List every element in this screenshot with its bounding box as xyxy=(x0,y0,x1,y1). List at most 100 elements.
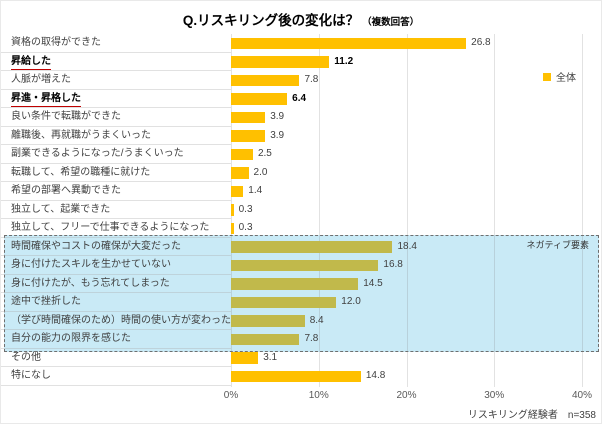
chart-row: 昇給した 11.2 xyxy=(1,53,585,72)
value-label: 1.4 xyxy=(248,185,263,196)
bar-cell: 7.8 xyxy=(231,330,585,349)
bar-cell: 3.9 xyxy=(231,108,585,127)
bar-cell: 6.4 xyxy=(231,90,585,109)
x-tick-label: 40% xyxy=(571,390,593,401)
category-label: 昇進・昇格した xyxy=(1,90,231,108)
bar-cell: 1.4 xyxy=(231,182,585,201)
category-label: 身に付けたスキルを生かせていない xyxy=(1,256,231,275)
value-label: 14.8 xyxy=(365,370,386,381)
gridline xyxy=(494,34,496,387)
category-label: 独立して、起業できた xyxy=(1,201,231,219)
negative-section-label: ネガティブ要素 xyxy=(526,240,589,250)
bar-cell: 7.8 xyxy=(231,71,585,90)
gridline xyxy=(582,34,583,387)
value-label: 6.4 xyxy=(292,92,307,104)
chart-row: 昇進・昇格した 6.4 xyxy=(1,90,585,109)
bar xyxy=(231,204,234,216)
bar-negative xyxy=(231,259,379,271)
value-label: 16.8 xyxy=(383,259,403,270)
negative-highlight-box xyxy=(4,235,599,352)
chart-row: 特になし 14.8 xyxy=(1,367,585,386)
bar xyxy=(231,370,361,382)
chart-row: 資格の取得ができた 26.8 xyxy=(1,34,585,53)
chart-row: 自分の能力の限界を感じた 7.8 xyxy=(1,330,585,349)
category-label: 昇給した xyxy=(1,53,231,71)
bar xyxy=(231,93,288,105)
bar xyxy=(231,167,249,179)
bar-cell: 14.8 xyxy=(231,367,585,386)
category-label: 資格の取得ができた xyxy=(1,34,231,53)
x-tick-label: 0% xyxy=(223,390,239,401)
chart-row: 独立して、起業できた 0.3 xyxy=(1,201,585,220)
bar xyxy=(231,352,259,364)
bar xyxy=(231,185,244,197)
bar-rows: 資格の取得ができた 26.8 昇給した 11.2 人脈が増えた 7.8 昇進・昇格した 6.4… xyxy=(1,34,585,386)
chart-row: （学び時間確保のため）時間の使い方が変わった 8.4 xyxy=(1,312,585,331)
legend-swatch-icon xyxy=(543,72,551,81)
bar-cell: 2.0 xyxy=(231,164,585,183)
x-tick-label: 10% xyxy=(308,390,329,401)
bar-negative xyxy=(231,315,305,327)
gridline xyxy=(318,34,320,387)
gridline xyxy=(406,34,408,387)
value-label: 3.1 xyxy=(263,351,278,363)
chart-row: 途中で挫折した 12.0 xyxy=(1,293,585,312)
chart-row: 時間確保やコストの確保が大変だった 18.4 xyxy=(1,238,585,257)
category-label: 良い条件で転職ができた xyxy=(1,108,231,127)
category-label: 希望の部署へ異動できた xyxy=(1,182,231,201)
chart-title-text: Q.リスキリング後の変化は？ xyxy=(182,13,360,28)
value-label: 7.8 xyxy=(304,333,319,344)
bar xyxy=(231,74,300,86)
chart-title: Q.リスキリング後の変化は？ （複数回答） xyxy=(1,9,601,30)
bar xyxy=(231,222,234,234)
legend-label: 全体 xyxy=(556,73,576,84)
bar-cell: 26.8 xyxy=(231,34,585,53)
category-label: 時間確保やコストの確保が大変だった xyxy=(1,238,231,256)
value-label: 2.5 xyxy=(257,148,272,159)
category-label: その他 xyxy=(1,349,231,367)
chart-row: 人脈が増えた 7.8 xyxy=(1,71,585,90)
bar-negative xyxy=(231,241,393,253)
value-label: 3.9 xyxy=(270,111,285,122)
x-tick-label: 30% xyxy=(484,390,505,401)
bar xyxy=(231,130,266,142)
value-label: 7.8 xyxy=(304,74,319,85)
category-label: 途中で挫折した xyxy=(1,293,231,312)
bar-cell: 8.4 xyxy=(231,312,585,331)
bar xyxy=(231,111,266,123)
bar-cell: 0.3 xyxy=(231,201,585,220)
chart-row: 希望の部署へ異動できた 1.4 xyxy=(1,182,585,201)
category-label: 独立して、フリーで仕事できるようになった xyxy=(1,219,231,238)
bar-cell: 3.1 xyxy=(231,349,585,368)
bar-cell: 14.5 xyxy=(231,275,585,294)
chart-row: 独立して、フリーで仕事できるようになった 0.3 xyxy=(1,219,585,238)
bar-cell: 0.3 xyxy=(231,219,585,238)
category-label: 身に付けたが、もう忘れてしまった xyxy=(1,275,231,293)
bar-negative xyxy=(231,278,359,290)
value-label: 0.3 xyxy=(238,203,253,215)
value-label: 14.5 xyxy=(363,277,383,289)
bar-negative xyxy=(231,333,300,345)
value-label: 12.0 xyxy=(341,296,361,307)
value-label: 18.4 xyxy=(397,240,417,252)
chart-row: 転職して、希望の職種に就けた 2.0 xyxy=(1,164,585,183)
bar-cell: 2.5 xyxy=(231,145,585,164)
bar-cell: 16.8 xyxy=(231,256,585,275)
category-label: 副業できるようになった/うまくいった xyxy=(1,145,231,164)
chart-row: 身に付けたが、もう忘れてしまった 14.5 xyxy=(1,275,585,294)
chart-row: 良い条件で転職ができた 3.9 xyxy=(1,108,585,127)
bar-cell: 12.0 xyxy=(231,293,585,312)
value-label: 2.0 xyxy=(253,166,268,178)
chart-title-note: （複数回答） xyxy=(362,17,420,28)
bar-cell: 11.2 xyxy=(231,53,585,72)
bar-cell: 18.4 xyxy=(231,238,585,257)
category-label: 転職して、希望の職種に就けた xyxy=(1,164,231,182)
category-label: 人脈が増えた xyxy=(1,71,231,90)
value-label: 26.8 xyxy=(471,37,491,48)
bar xyxy=(231,37,467,49)
bar-cell: 3.9 xyxy=(231,127,585,146)
category-label: （学び時間確保のため）時間の使い方が変わった xyxy=(1,312,231,330)
value-label: 3.9 xyxy=(270,129,285,141)
chart-row: 身に付けたスキルを生かせていない 16.8 xyxy=(1,256,585,275)
